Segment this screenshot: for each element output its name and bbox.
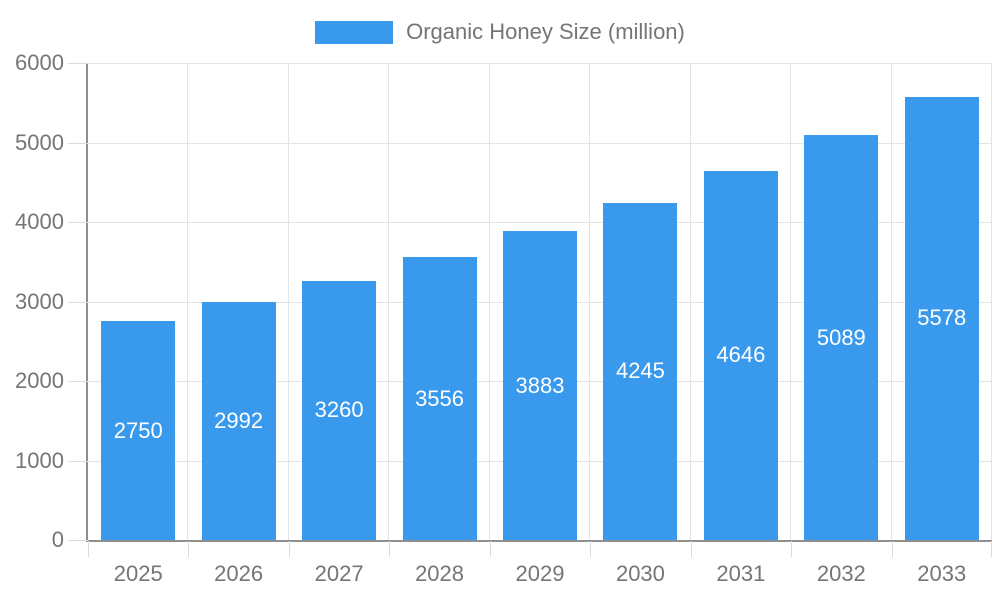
x-tick-mark bbox=[389, 541, 391, 557]
bar-value-label: 4646 bbox=[716, 342, 766, 368]
bar-value-label: 4245 bbox=[615, 358, 665, 384]
x-tick-mark bbox=[489, 541, 491, 557]
x-tick-label: 2028 bbox=[415, 561, 465, 586]
x-tick-label: 2027 bbox=[314, 561, 364, 586]
y-tick-label: 0 bbox=[51, 527, 64, 552]
x-tick-mark bbox=[188, 541, 190, 557]
x-gridline bbox=[187, 63, 189, 540]
x-tick-label: 2033 bbox=[917, 561, 967, 586]
x-tick-mark bbox=[590, 541, 592, 557]
x-tick-label: 2026 bbox=[214, 561, 264, 586]
x-gridline bbox=[890, 63, 892, 540]
bar[interactable]: 3260 bbox=[302, 280, 377, 540]
legend-item[interactable]: Organic Honey Size (million) bbox=[0, 17, 1000, 47]
y-tick-mark bbox=[68, 63, 88, 64]
bar[interactable]: 5089 bbox=[804, 135, 879, 540]
bar[interactable]: 3556 bbox=[402, 257, 477, 540]
x-tick-label: 2029 bbox=[515, 561, 565, 586]
x-tick-label: 2031 bbox=[716, 561, 766, 586]
bar[interactable]: 3883 bbox=[503, 231, 577, 540]
x-gridline bbox=[689, 63, 691, 540]
x-tick-mark bbox=[88, 541, 89, 557]
plot-area: 2750 2992 3260 3556 3883 4245 4646 5089 5578 bbox=[86, 63, 992, 542]
y-tick-label: 2000 bbox=[15, 368, 64, 393]
x-tick-label: 2025 bbox=[113, 561, 163, 586]
legend-label: Organic Honey Size (million) bbox=[406, 19, 685, 44]
legend-swatch bbox=[315, 20, 394, 44]
bar[interactable]: 2750 bbox=[101, 321, 176, 540]
bar-value-label: 3260 bbox=[314, 397, 364, 423]
bar[interactable]: 5578 bbox=[904, 96, 979, 540]
y-tick-mark bbox=[68, 301, 88, 303]
x-gridline bbox=[388, 63, 390, 540]
x-tick-mark bbox=[791, 541, 793, 557]
x-gridline bbox=[790, 63, 792, 540]
x-tick-label: 2032 bbox=[816, 561, 866, 586]
y-tick-label: 5000 bbox=[15, 129, 64, 155]
x-tick-mark bbox=[690, 541, 692, 557]
bar[interactable]: 2992 bbox=[201, 302, 276, 540]
y-tick-mark bbox=[68, 540, 88, 541]
bar-value-label: 2992 bbox=[214, 408, 264, 434]
bar-value-label: 3556 bbox=[415, 385, 465, 411]
y-tick-mark bbox=[68, 142, 88, 144]
y-tick-label: 4000 bbox=[15, 209, 64, 234]
bar[interactable]: 4245 bbox=[603, 202, 678, 540]
y-axis-line bbox=[86, 63, 88, 542]
x-gridline bbox=[589, 63, 591, 540]
y-gridline bbox=[88, 222, 992, 223]
bar-value-label: 3883 bbox=[515, 372, 565, 398]
bar[interactable]: 4646 bbox=[703, 170, 778, 540]
y-tick-mark bbox=[68, 460, 88, 462]
y-tick-mark bbox=[68, 222, 88, 223]
x-gridline bbox=[287, 63, 289, 540]
y-tick-mark bbox=[68, 381, 88, 382]
bar-value-label: 5578 bbox=[917, 305, 967, 331]
x-gridline bbox=[991, 63, 992, 540]
x-axis-line bbox=[86, 540, 992, 542]
x-gridline bbox=[488, 63, 490, 540]
y-tick-label: 6000 bbox=[15, 50, 64, 75]
x-tick-mark bbox=[288, 541, 290, 557]
y-tick-label: 1000 bbox=[15, 447, 64, 473]
y-gridline bbox=[88, 63, 992, 64]
x-tick-mark bbox=[991, 541, 992, 557]
y-tick-label: 3000 bbox=[15, 288, 64, 314]
y-gridline bbox=[88, 142, 992, 144]
bar-value-label: 5089 bbox=[816, 324, 866, 350]
x-tick-mark bbox=[891, 541, 893, 557]
bar-value-label: 2750 bbox=[113, 417, 163, 443]
x-tick-label: 2030 bbox=[615, 561, 665, 586]
